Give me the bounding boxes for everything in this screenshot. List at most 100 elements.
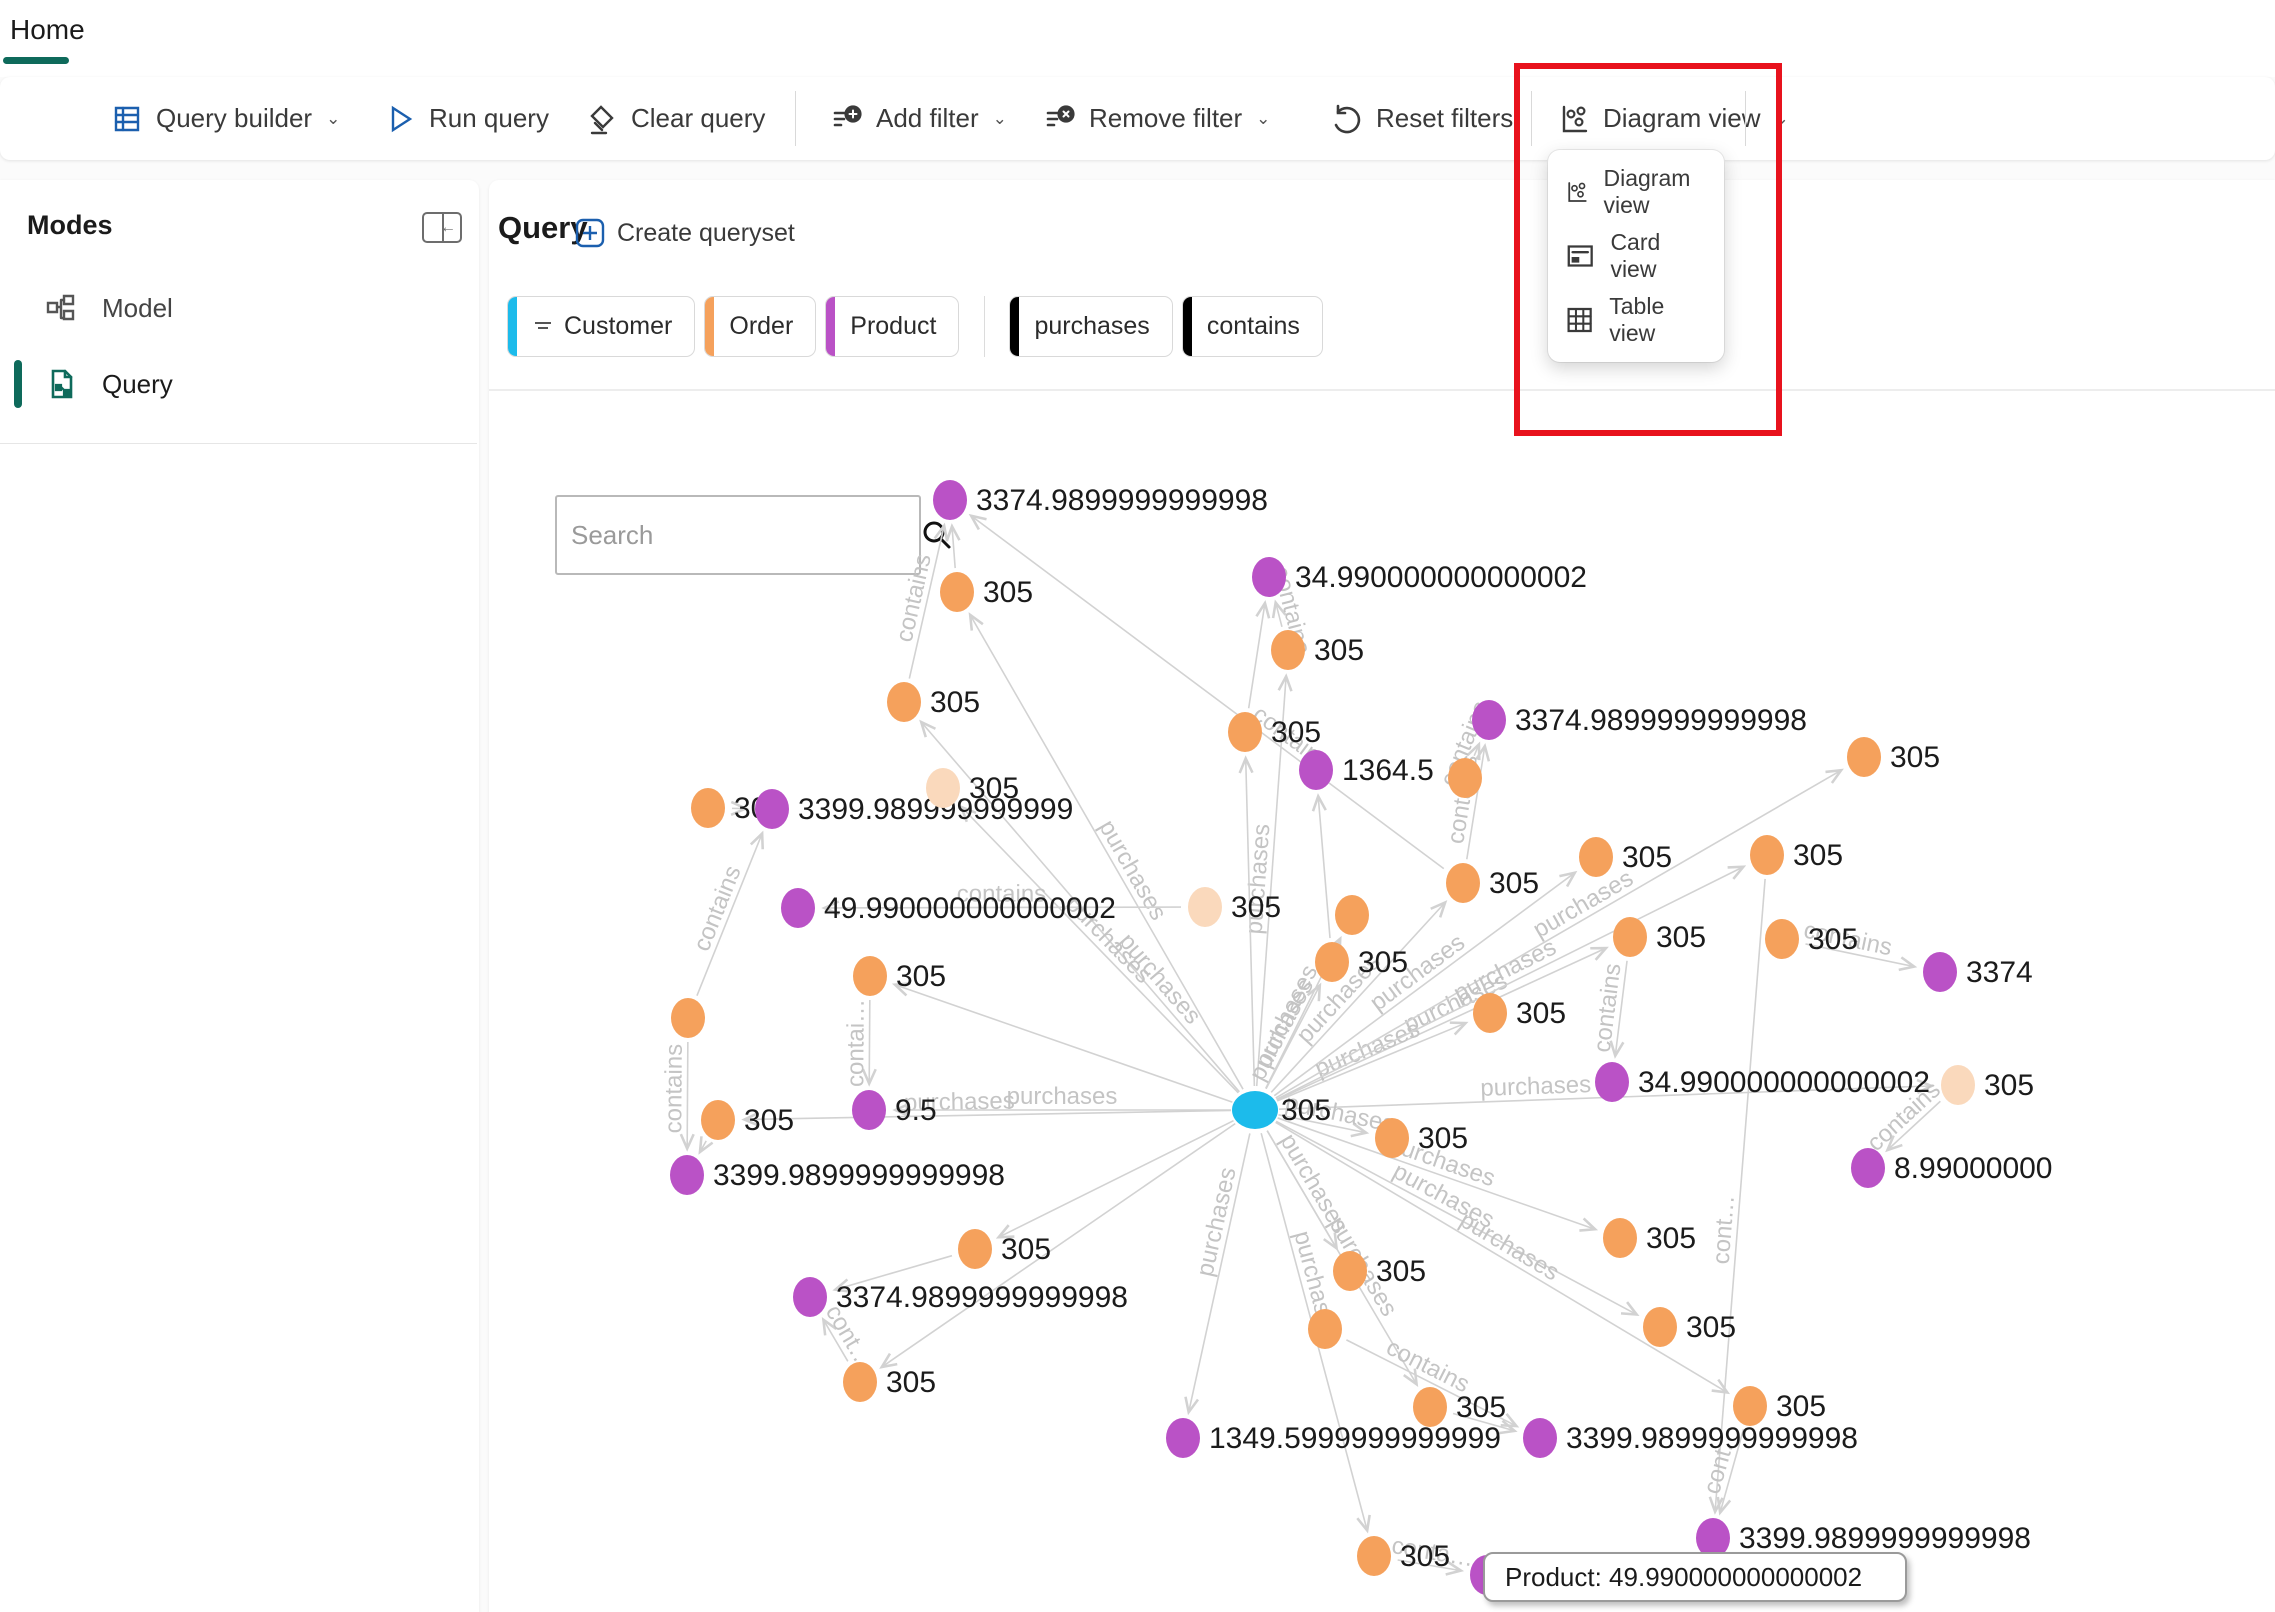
graph-node-order[interactable] [887,682,921,722]
run-query-button[interactable]: Run query [383,77,549,160]
graph-node-order[interactable] [940,572,974,612]
sidebar-item-query[interactable]: Query [0,352,479,416]
graph-node-order[interactable] [1188,887,1222,927]
add-filter-button[interactable]: Add filter ⌄ [830,77,1007,160]
graph-node-product[interactable] [1472,700,1506,740]
reset-filters-label: Reset filters [1376,103,1514,133]
chevron-down-icon: ⌄ [1256,108,1271,128]
graph-node-order[interactable] [843,1362,877,1402]
sidebar-item-label: Model [102,292,173,323]
chips-divider-bar [984,296,986,357]
graph-node-order[interactable] [1413,1387,1447,1427]
selected-indicator [14,360,22,408]
graph-node-order[interactable] [1375,1118,1409,1158]
diagram-view-button[interactable]: Diagram view ⌄ [1557,77,1789,160]
chevron-down-icon: ⌄ [992,108,1007,128]
graph-node-order[interactable] [671,998,705,1038]
graph-node-order[interactable] [1613,917,1647,957]
chip-customer[interactable]: Customer [507,296,696,357]
graph-node-order[interactable] [1315,942,1349,982]
tab-bar: Home [0,0,2275,77]
tab-home-underline [3,57,69,64]
graph-node-order[interactable] [1333,1251,1367,1291]
graph-node-order[interactable] [1473,993,1507,1033]
chip-contains[interactable]: contains [1181,296,1323,357]
graph-node-order[interactable] [1733,1386,1767,1426]
reset-filters-button[interactable]: Reset filters [1330,77,1513,160]
graph-node-order[interactable] [1847,737,1881,777]
graph-node-product[interactable] [755,789,789,829]
chip-label: Order [729,312,794,340]
run-icon [391,105,413,132]
graph-node-product[interactable] [1696,1518,1730,1558]
graph-node-order[interactable] [701,1100,735,1140]
graph-node-product[interactable] [1252,557,1286,597]
chip-order[interactable]: Order [704,296,817,357]
graph-node-order[interactable] [1446,863,1480,903]
sidebar-title: Modes [27,210,113,240]
graph-node-product[interactable] [1595,1062,1629,1102]
addfilter-icon [833,104,862,126]
graph-node-product[interactable] [1523,1418,1557,1458]
graph-node-order[interactable] [926,768,960,808]
clear-query-button[interactable]: Clear query [585,77,765,160]
graph-node-order[interactable] [1357,1536,1391,1576]
chip-purchases[interactable]: purchases [1009,296,1173,357]
search-input[interactable] [557,519,920,551]
chip-label: contains [1206,312,1300,340]
graph-node-order[interactable] [691,788,725,828]
graph-node-order[interactable] [1941,1065,1975,1105]
graph-node-product[interactable] [670,1155,704,1195]
graph-node-order[interactable] [1579,837,1613,877]
create-queryset-button[interactable]: Create queryset [575,218,795,248]
collapse-panel-icon[interactable]: ← [422,212,462,243]
graph-node-order[interactable] [1308,1309,1342,1349]
graph-node-order[interactable] [1765,919,1799,959]
chip-label: purchases [1034,312,1150,340]
graph-node-product[interactable] [1851,1148,1885,1188]
diagram-view-label: Diagram view [1603,103,1761,133]
model-icon [46,294,75,321]
plus-square-icon [575,218,605,248]
graph-node-order[interactable] [1750,835,1784,875]
graph-node-product[interactable] [781,888,815,928]
sidebar-item-model[interactable]: Model [0,276,479,340]
filter-icon [535,321,551,329]
menu-item-table-view[interactable]: Table view [1548,288,1724,352]
graph-node-product[interactable] [1299,750,1333,790]
page-title: Query [498,210,588,245]
graph-node-product[interactable] [852,1090,886,1130]
graph-node-order[interactable] [1603,1218,1637,1258]
graph-node-product[interactable] [793,1277,827,1317]
graph-node-order[interactable] [1228,712,1262,752]
diagram-icon [1562,105,1588,132]
tab-home[interactable]: Home [10,14,85,45]
graph-node-order[interactable] [1335,895,1369,935]
graph-node-order[interactable] [1271,630,1305,670]
remove-filter-button[interactable]: Remove filter ⌄ [1043,77,1270,160]
graph-node-order[interactable] [1643,1307,1677,1347]
query-builder-button[interactable]: Query builder ⌄ [110,77,340,160]
menu-item-diagram-view[interactable]: Diagram view [1548,160,1724,224]
query-builder-label: Query builder [156,103,313,133]
chip-color-bar [1182,297,1192,356]
card-icon [1567,245,1593,267]
graph-node-product[interactable] [1166,1418,1200,1458]
chip-label: Customer [564,312,673,340]
menu-item-label: Diagram view [1603,165,1691,218]
graph-node-order[interactable] [958,1229,992,1269]
graph-node-product[interactable] [1923,952,1957,992]
chip-product[interactable]: Product [825,296,960,357]
menu-item-card-view[interactable]: Card view [1548,224,1724,288]
graph-node-order[interactable] [1448,758,1482,798]
diagram-icon [1568,182,1587,202]
chip-label: Product [850,312,937,340]
toolbar-divider [1531,91,1532,146]
search-box [555,495,951,575]
sidebar: Modes ← Model Query [0,180,479,1612]
chip-color-bar [705,297,715,356]
chip-color-bar [1010,297,1020,356]
graph-node-order[interactable] [853,956,887,996]
graph-node-product[interactable] [933,480,967,520]
graph-node-customer[interactable] [1232,1091,1278,1129]
